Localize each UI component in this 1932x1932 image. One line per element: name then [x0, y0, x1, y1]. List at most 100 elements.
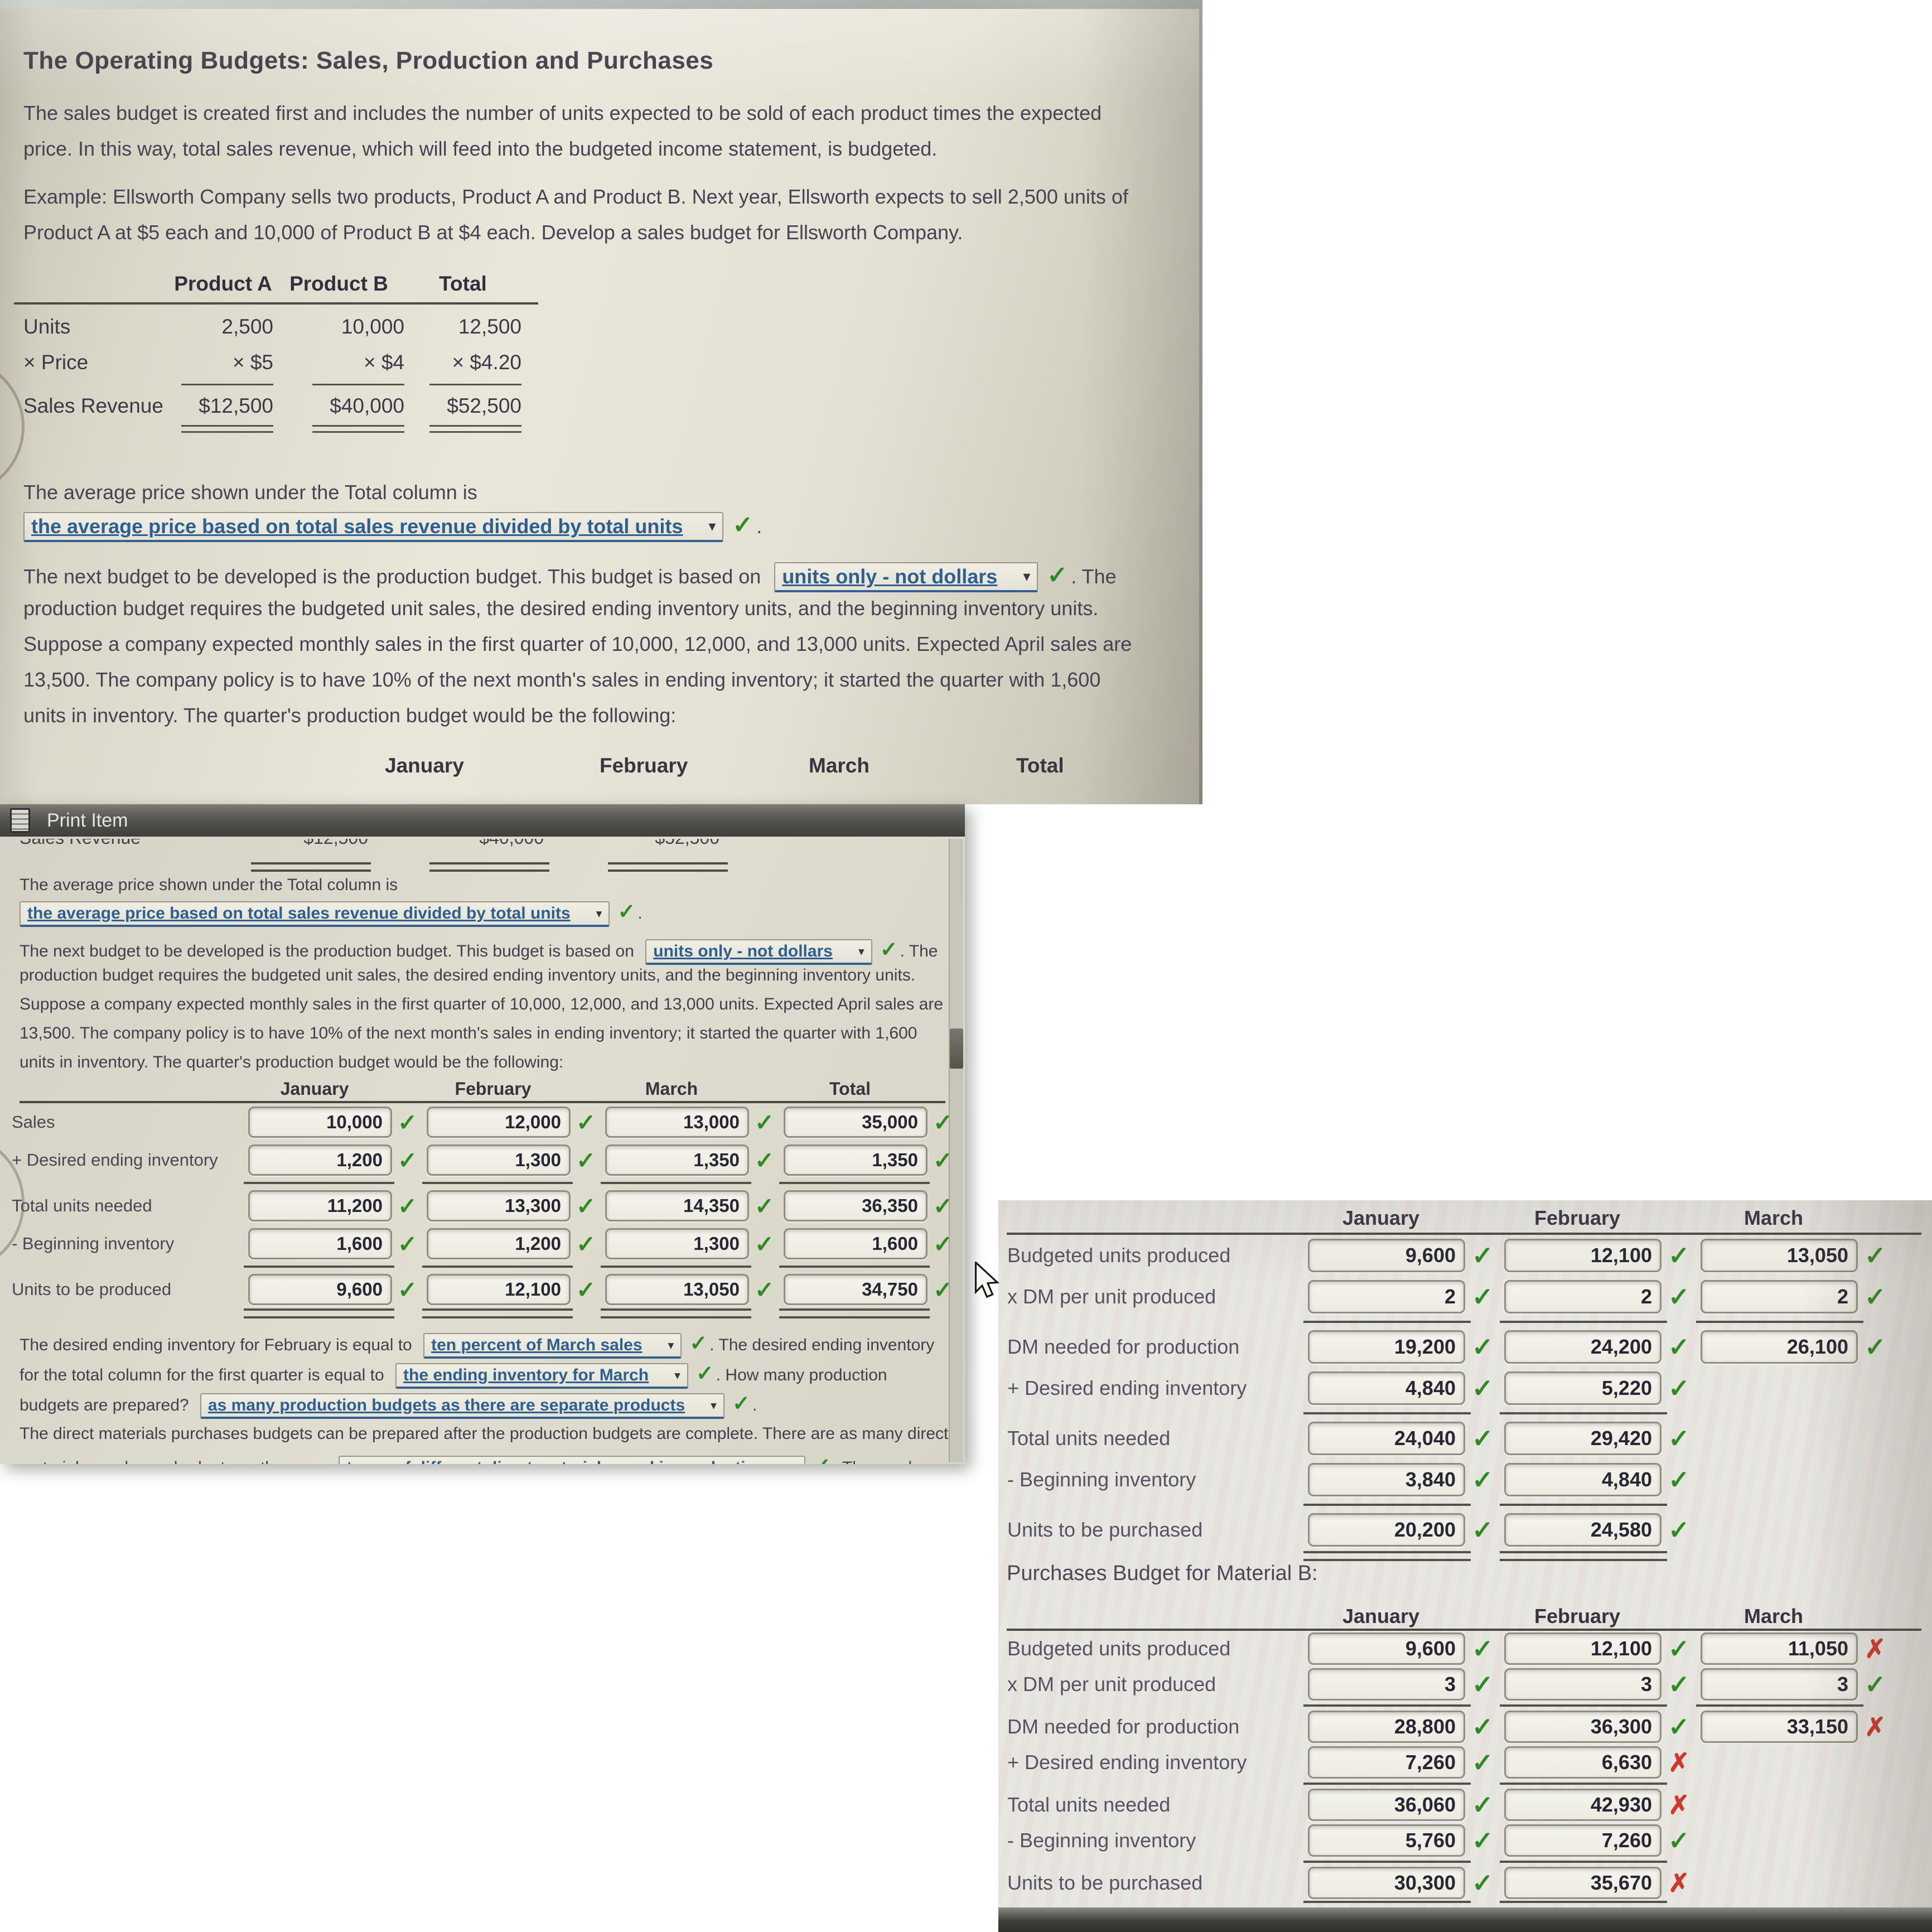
value-input[interactable]: 5,760	[1308, 1824, 1465, 1857]
value-input[interactable]: 4,840	[1504, 1463, 1661, 1496]
value-input[interactable]: 12,100	[1504, 1632, 1661, 1665]
check-icon: ✓	[695, 1362, 714, 1385]
column-header: February	[1534, 1206, 1621, 1229]
materials-types-dropdown[interactable]: types of different direct materials used…	[339, 1456, 805, 1464]
value-input[interactable]: 6,630	[1504, 1746, 1661, 1779]
input-value: 12,100	[1590, 1244, 1652, 1267]
value-input[interactable]: 36,300	[1504, 1711, 1661, 1743]
value-input[interactable]: 1,300	[427, 1144, 571, 1176]
budget-basis-dropdown[interactable]: units only - not dollars ▾	[645, 939, 872, 965]
value-input[interactable]: 9,600	[248, 1274, 392, 1305]
value-input[interactable]: 33,150	[1701, 1711, 1858, 1743]
value-input[interactable]: 13,000	[605, 1107, 749, 1138]
value-input[interactable]: 19,200	[1308, 1330, 1465, 1364]
value-input[interactable]: 1,200	[248, 1144, 392, 1176]
cell-value: $40,000	[330, 394, 404, 417]
value-input[interactable]: 9,600	[1308, 1239, 1465, 1272]
value-input[interactable]: 3,840	[1308, 1463, 1465, 1496]
check-icon: ✓	[1668, 1332, 1690, 1361]
value-input[interactable]: 7,260	[1504, 1824, 1661, 1857]
input-value: 1,300	[515, 1149, 561, 1170]
print-item-window: Print Item Sales Revenue $12,500 $40,000…	[0, 804, 965, 1464]
value-input[interactable]: 1,200	[427, 1228, 571, 1259]
column-header: January	[280, 1078, 349, 1099]
value-input[interactable]: 5,220	[1504, 1371, 1661, 1405]
value-input[interactable]: 1,600	[248, 1228, 392, 1259]
window-title-bar[interactable]: Print Item	[0, 804, 965, 837]
screen-bottom-edge	[998, 1907, 1932, 1932]
scrollbar-thumb[interactable]	[950, 1028, 963, 1069]
value-input[interactable]: 12,000	[427, 1107, 571, 1138]
value-input[interactable]: 11,050	[1701, 1632, 1858, 1665]
check-icon: ✓	[1472, 1332, 1494, 1361]
check-icon: ✓	[1472, 1515, 1494, 1544]
value-input[interactable]: 3	[1308, 1668, 1465, 1701]
feb-ending-inventory-dropdown[interactable]: ten percent of March sales ▾	[423, 1333, 682, 1359]
value-input[interactable]: 26,100	[1701, 1330, 1858, 1364]
value-input[interactable]: 1,600	[784, 1228, 928, 1259]
input-value: 20,200	[1394, 1518, 1456, 1541]
value-input[interactable]: 3	[1701, 1668, 1858, 1701]
value-input[interactable]: 35,000	[784, 1107, 928, 1138]
purchases-budget-panel: January February March Budgeted units pr…	[998, 1200, 1932, 1907]
value-input[interactable]: 29,420	[1504, 1422, 1661, 1455]
value-input[interactable]: 35,670	[1504, 1867, 1661, 1899]
value-input[interactable]: 24,580	[1504, 1513, 1661, 1547]
average-price-dropdown[interactable]: the average price based on total sales r…	[20, 901, 610, 927]
check-icon: ✓	[732, 1392, 750, 1416]
mouse-cursor	[974, 1262, 999, 1298]
text-line: Suppose a company expected monthly sales…	[20, 995, 944, 1013]
value-input[interactable]: 12,100	[1504, 1239, 1661, 1272]
value-input[interactable]: 1,350	[605, 1144, 749, 1176]
value-input[interactable]: 4,840	[1308, 1371, 1465, 1405]
value-input[interactable]: 13,050	[605, 1274, 749, 1305]
value-input[interactable]: 3	[1504, 1668, 1661, 1701]
value-input[interactable]: 2	[1701, 1280, 1858, 1313]
value-input[interactable]: 24,200	[1504, 1330, 1661, 1364]
value-input[interactable]: 36,060	[1308, 1789, 1465, 1821]
value-input[interactable]: 24,040	[1308, 1422, 1465, 1455]
scrollbar-track[interactable]	[949, 839, 963, 1462]
sales-budget-table: Product A Product B Total Units 2,500 10…	[14, 272, 548, 434]
value-input[interactable]: 9,600	[1308, 1632, 1465, 1665]
value-input[interactable]: 12,100	[427, 1274, 571, 1305]
value-input[interactable]: 1,300	[605, 1228, 749, 1259]
column-header: March	[1743, 1605, 1804, 1627]
input-value: 12,100	[1590, 1637, 1652, 1660]
table-row: - Beginning inventory 3,840 ✓ 4,840 ✓	[1004, 1459, 1930, 1500]
value-input[interactable]: 10,000	[248, 1107, 392, 1138]
cell-value: $12,500	[199, 394, 273, 417]
value-input[interactable]: 36,350	[784, 1190, 928, 1221]
value-input[interactable]: 14,350	[605, 1190, 749, 1221]
value-input[interactable]: 11,200	[248, 1190, 392, 1221]
material-b-purchases-table: January February March Budgeted units pr…	[1004, 1604, 1930, 1907]
clipped-sales-revenue-row: Sales Revenue $12,500 $40,000 $52,500	[20, 839, 800, 858]
value-input[interactable]: 2	[1504, 1280, 1661, 1313]
check-icon: ✓	[1472, 1241, 1494, 1270]
table-rule	[1007, 1629, 1921, 1631]
budget-basis-dropdown[interactable]: units only - not dollars ▾	[774, 562, 1039, 592]
input-value: 5,760	[1405, 1829, 1456, 1852]
how-many-budgets-dropdown[interactable]: as many production budgets as there are …	[200, 1393, 724, 1419]
average-price-dropdown[interactable]: the average price based on total sales r…	[23, 512, 724, 542]
value-input[interactable]: 13,300	[427, 1190, 571, 1221]
value-input[interactable]: 20,200	[1308, 1513, 1465, 1547]
check-icon: ✓	[576, 1192, 596, 1219]
value-input[interactable]: 13,050	[1701, 1239, 1858, 1272]
input-value: 3,840	[1405, 1468, 1456, 1491]
input-value: 34,750	[862, 1279, 918, 1300]
table-rule	[20, 1101, 945, 1103]
value-input[interactable]: 7,260	[1308, 1746, 1465, 1779]
value-input[interactable]: 2	[1308, 1280, 1465, 1313]
value-input[interactable]: 42,930	[1504, 1789, 1661, 1821]
value-input[interactable]: 1,350	[784, 1144, 928, 1176]
value-input[interactable]: 30,300	[1308, 1867, 1465, 1899]
table-double-rule	[8, 1308, 962, 1318]
input-value: 14,350	[683, 1195, 740, 1216]
total-ending-inventory-dropdown[interactable]: the ending inventory for March ▾	[395, 1363, 688, 1389]
input-value: 1,350	[872, 1149, 918, 1170]
input-value: 7,260	[1601, 1829, 1652, 1852]
value-input[interactable]: 34,750	[784, 1274, 928, 1305]
value-input[interactable]: 28,800	[1308, 1711, 1465, 1743]
column-header: January	[1342, 1605, 1420, 1627]
